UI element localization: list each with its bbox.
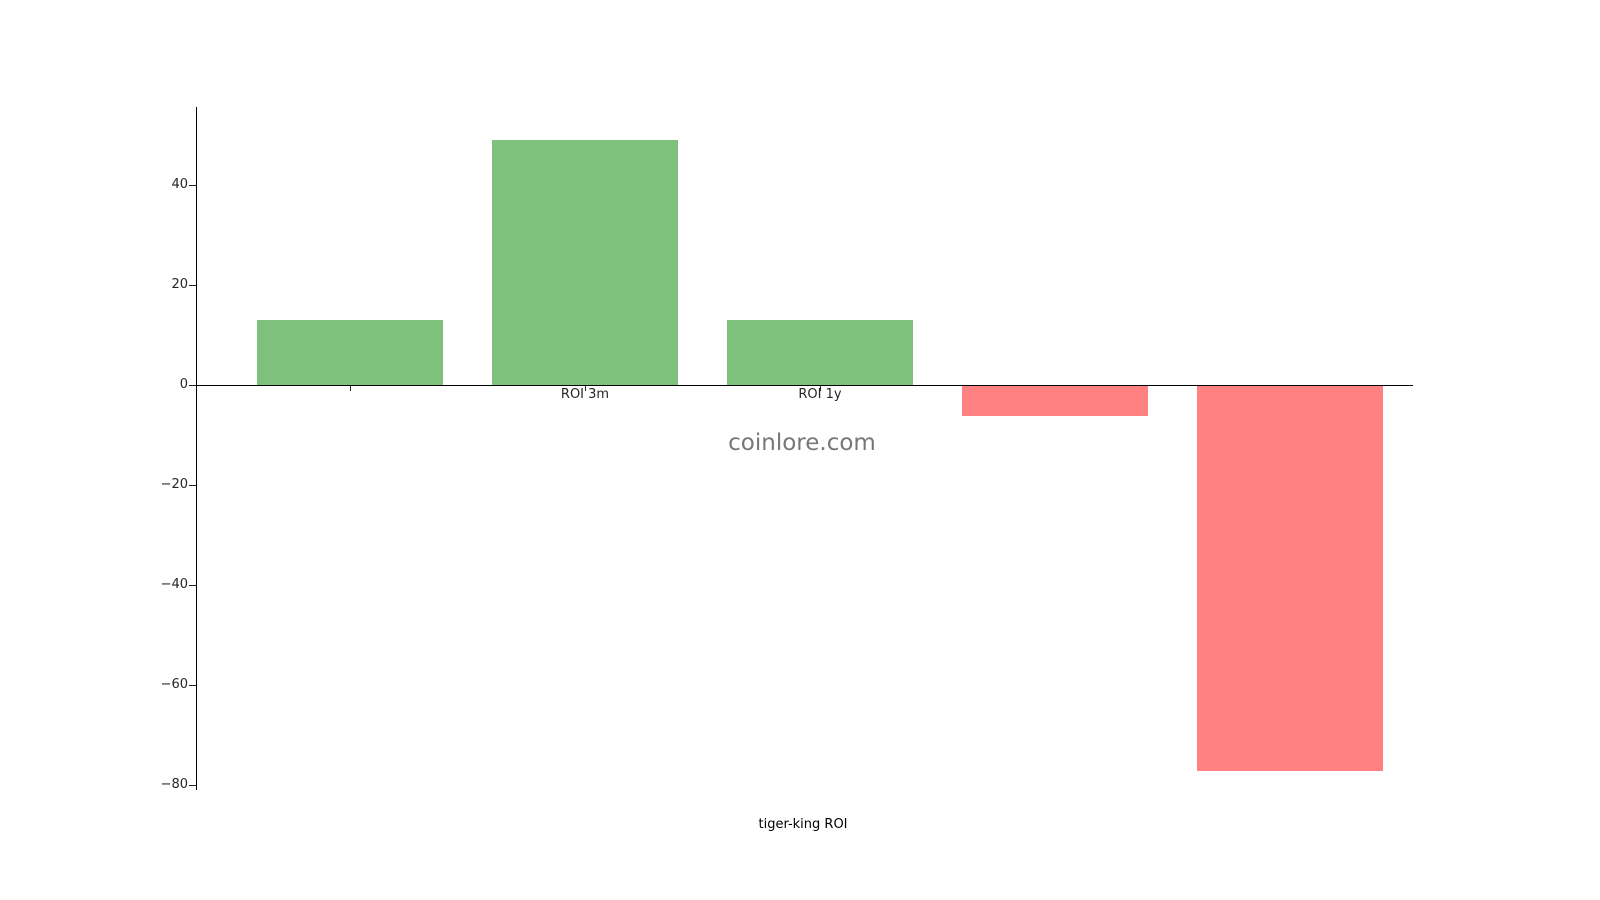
bar-roi-4 bbox=[1197, 386, 1383, 771]
bar-roi-3 bbox=[962, 386, 1148, 416]
y-tick-label: −60 bbox=[160, 677, 188, 692]
x-tick-label: ROI 1y bbox=[798, 387, 842, 402]
y-tick-label: 20 bbox=[171, 277, 188, 292]
x-tick-mark bbox=[585, 385, 586, 391]
bar-roi-0 bbox=[257, 320, 443, 385]
y-tick-label: −20 bbox=[160, 477, 188, 492]
y-axis-spine bbox=[196, 107, 197, 790]
y-tick-mark bbox=[189, 785, 196, 786]
y-tick-mark bbox=[189, 585, 196, 586]
y-tick-mark bbox=[189, 385, 196, 386]
y-tick-label: 0 bbox=[179, 377, 188, 392]
y-tick-mark bbox=[189, 285, 196, 286]
chart-title: tiger-king ROI bbox=[758, 817, 848, 832]
y-tick-label: −40 bbox=[160, 577, 188, 592]
y-tick-mark bbox=[189, 485, 196, 486]
bar-roi-3m bbox=[492, 140, 678, 385]
x-axis-zero-line bbox=[196, 385, 1413, 386]
y-tick-label: 40 bbox=[171, 177, 188, 192]
x-tick-label: ROI 3m bbox=[560, 387, 610, 402]
y-tick-mark bbox=[189, 185, 196, 186]
x-tick-mark bbox=[820, 385, 821, 391]
watermark-text: coinlore.com bbox=[728, 430, 876, 456]
x-tick-mark bbox=[350, 385, 351, 391]
bar-roi-1y bbox=[727, 320, 913, 385]
y-tick-mark bbox=[189, 685, 196, 686]
y-tick-label: −80 bbox=[160, 777, 188, 792]
